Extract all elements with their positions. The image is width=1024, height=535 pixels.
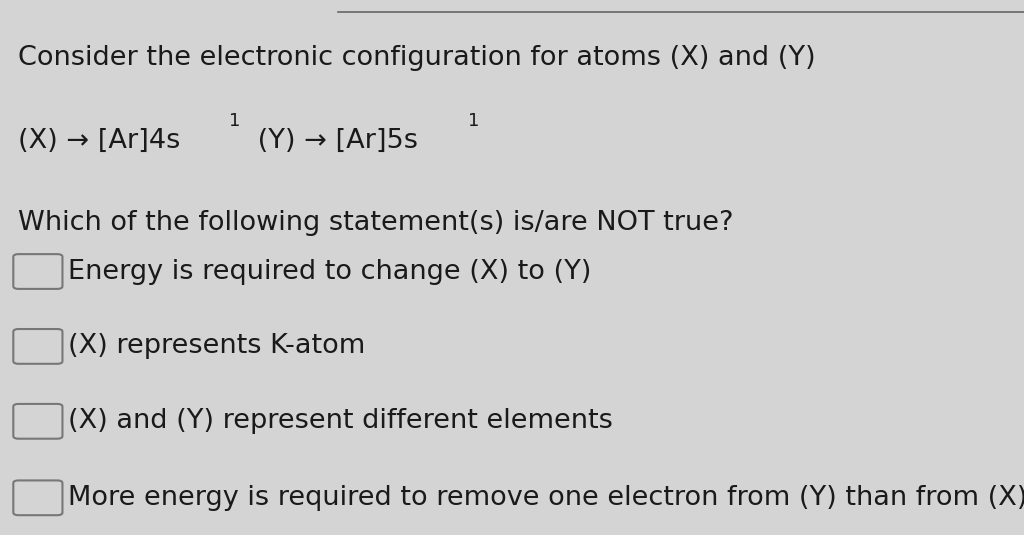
Text: (Y) → [Ar]5s: (Y) → [Ar]5s xyxy=(249,128,418,155)
FancyBboxPatch shape xyxy=(13,329,62,364)
Text: (X) → [Ar]4s: (X) → [Ar]4s xyxy=(18,128,181,155)
FancyBboxPatch shape xyxy=(13,404,62,439)
Text: Which of the following statement(s) is/are NOT true?: Which of the following statement(s) is/a… xyxy=(18,210,734,236)
Text: Consider the electronic configuration for atoms (X) and (Y): Consider the electronic configuration fo… xyxy=(18,45,816,72)
FancyBboxPatch shape xyxy=(13,480,62,515)
Text: (X) and (Y) represent different elements: (X) and (Y) represent different elements xyxy=(68,408,612,434)
Text: More energy is required to remove one electron from (Y) than from (X): More energy is required to remove one el… xyxy=(68,485,1024,511)
Text: (X) represents K-atom: (X) represents K-atom xyxy=(68,333,365,360)
Text: 1: 1 xyxy=(468,112,479,131)
Text: 1: 1 xyxy=(229,112,241,131)
FancyBboxPatch shape xyxy=(13,254,62,289)
Text: Energy is required to change (X) to (Y): Energy is required to change (X) to (Y) xyxy=(68,258,591,285)
